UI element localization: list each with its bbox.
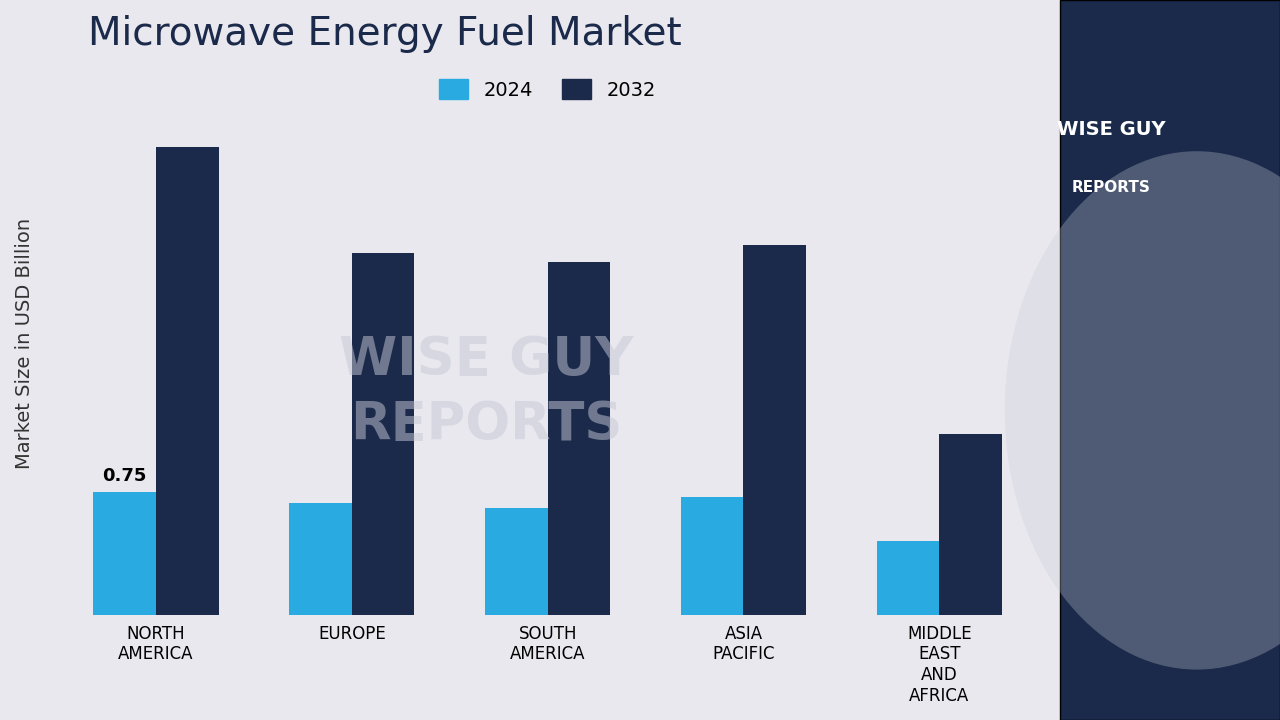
Bar bbox=[352, 253, 415, 615]
Text: WISE GUY: WISE GUY bbox=[1057, 120, 1165, 139]
Bar bbox=[681, 497, 744, 615]
Text: REPORTS: REPORTS bbox=[1071, 180, 1151, 194]
Text: 0.75: 0.75 bbox=[102, 467, 147, 485]
Bar bbox=[289, 503, 352, 615]
Bar bbox=[940, 434, 1002, 615]
Bar bbox=[156, 147, 219, 615]
Bar bbox=[93, 492, 156, 615]
Legend: 2024, 2032: 2024, 2032 bbox=[431, 72, 664, 108]
Bar bbox=[877, 541, 940, 615]
Text: WISE GUY: WISE GUY bbox=[339, 334, 634, 386]
Bar bbox=[744, 246, 806, 615]
Text: REPORTS: REPORTS bbox=[351, 399, 622, 451]
Text: Microwave Energy Fuel Market: Microwave Energy Fuel Market bbox=[88, 15, 681, 53]
Bar bbox=[548, 261, 611, 615]
Bar bbox=[485, 508, 548, 615]
Y-axis label: Market Size in USD Billion: Market Size in USD Billion bbox=[15, 218, 35, 469]
